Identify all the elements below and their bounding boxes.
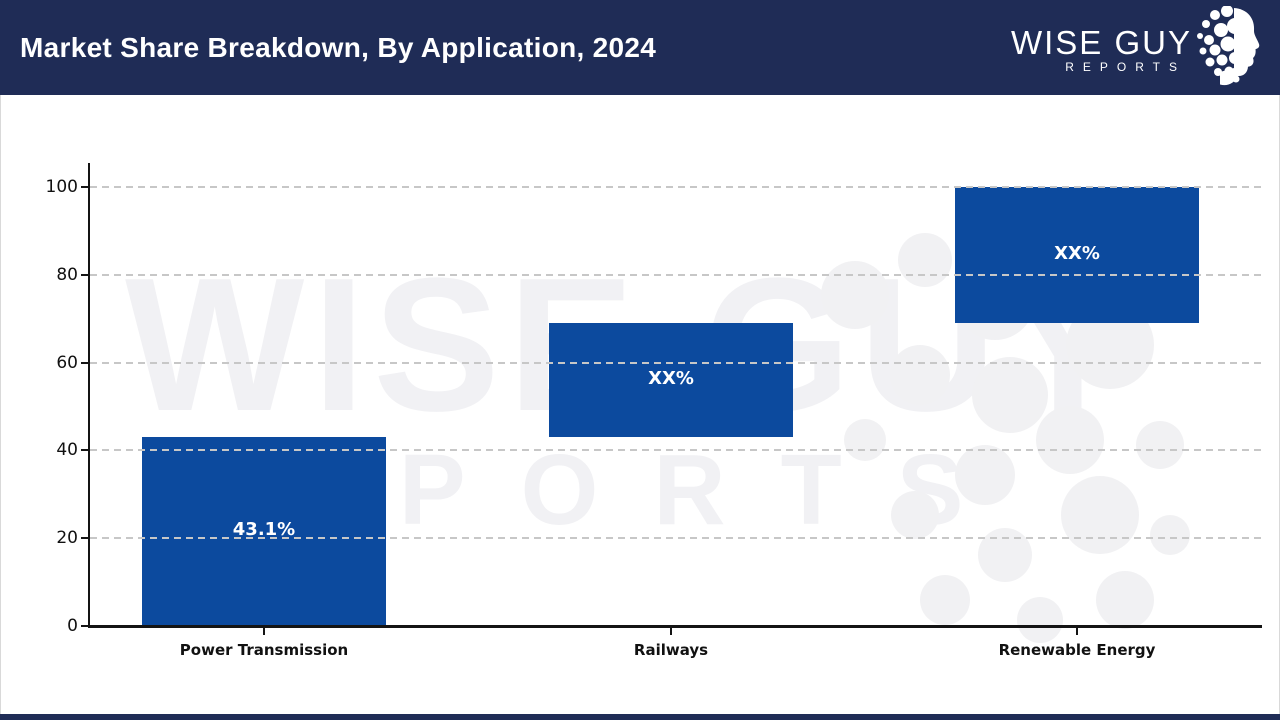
x-axis-line xyxy=(88,625,1262,628)
y-tick-label: 0 xyxy=(67,616,78,636)
gridline-20 xyxy=(90,537,1262,540)
y-tick-label: 20 xyxy=(56,528,78,549)
y-tick-label: 80 xyxy=(56,264,78,285)
gridline-40 xyxy=(90,449,1262,452)
bar-segment xyxy=(955,187,1199,324)
wiseguy-face-dots-icon xyxy=(1194,5,1262,94)
x-tick-mark xyxy=(670,628,672,635)
y-tick-mark xyxy=(81,361,88,364)
category-label: Power Transmission xyxy=(179,641,349,659)
y-tick-label: 60 xyxy=(56,352,78,373)
bar-value-label: 43.1% xyxy=(232,519,296,541)
y-tick-label: 40 xyxy=(56,440,78,461)
wiseguy-logo: WISE GUY REPORTS xyxy=(1010,0,1262,95)
y-axis-spine xyxy=(88,163,90,628)
x-tick-mark xyxy=(263,628,265,635)
y-tick-label: 100 xyxy=(45,177,78,197)
category-label: Renewable Energy xyxy=(998,641,1156,659)
bar-value-label: XX% xyxy=(1054,243,1100,265)
header-bar: Market Share Breakdown, By Application, … xyxy=(0,0,1280,95)
gridline-60 xyxy=(90,361,1262,364)
logo-wordmark: WISE GUY xyxy=(1010,24,1192,61)
y-tick-mark xyxy=(81,273,88,276)
y-tick-mark xyxy=(81,625,88,627)
x-tick-mark xyxy=(1076,628,1078,635)
logo-subtitle: REPORTS xyxy=(1065,60,1186,74)
y-tick-mark xyxy=(81,537,88,540)
y-tick-mark xyxy=(81,449,88,452)
page-title: Market Share Breakdown, By Application, … xyxy=(20,31,657,63)
page-border-left xyxy=(0,95,1,714)
bar-segment xyxy=(142,436,386,626)
bar-value-label: XX% xyxy=(648,367,694,389)
footer-bar xyxy=(0,714,1280,720)
category-label: Railways xyxy=(633,641,709,659)
gridline-80 xyxy=(90,273,1262,276)
y-tick-mark xyxy=(81,186,88,188)
gridline-100 xyxy=(90,186,1262,188)
bar-segment xyxy=(549,323,793,437)
